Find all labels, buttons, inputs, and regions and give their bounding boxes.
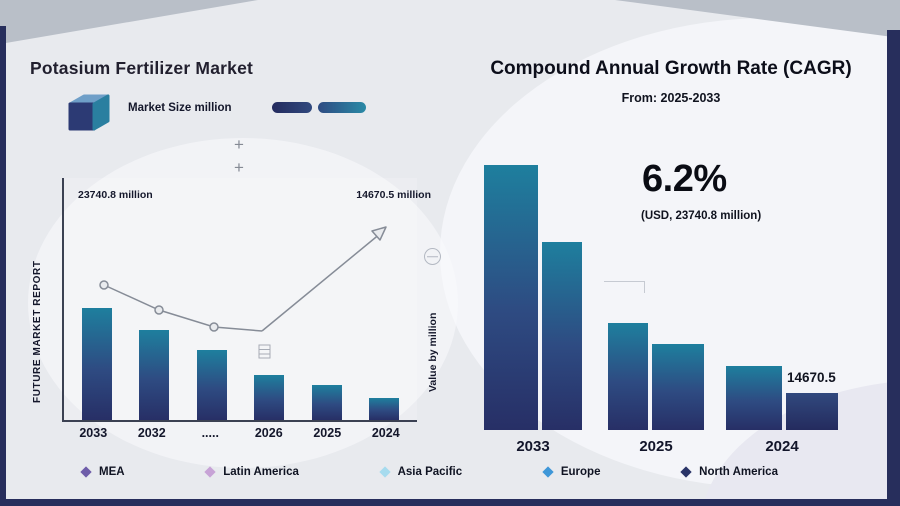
- legend-diamond-icon: [378, 466, 391, 478]
- value-annotation-start: 23740.8 million: [78, 189, 153, 201]
- legend-pill-navy: [272, 102, 312, 113]
- x-axis-label: 2024: [371, 426, 400, 440]
- bracket-decoration: [604, 281, 645, 293]
- region-legend: MEA Latin America Asia Pacific Europe North …: [80, 463, 778, 481]
- cagr-bar-group: 2033: [484, 165, 582, 455]
- legend-item: Asia Pacific: [378, 466, 463, 478]
- legend-diamond-icon: [204, 466, 216, 478]
- market-size-bar: [369, 398, 400, 420]
- market-size-bar: [81, 308, 112, 420]
- market-size-bar: [139, 330, 170, 420]
- value-annotation-end: 14670.5 million: [356, 189, 431, 201]
- x-axis-label: 2026: [254, 426, 283, 440]
- x-axis-label: 2024: [765, 438, 799, 455]
- x-axis-label: .....: [201, 426, 219, 440]
- market-size-bar: [196, 350, 227, 420]
- legend-item: North America: [680, 466, 778, 478]
- market-size-bar: [254, 375, 285, 420]
- legend-label: Asia Pacific: [397, 466, 463, 478]
- cagr-bar: [726, 366, 782, 430]
- x-axis-label: 2025: [313, 426, 342, 440]
- legend-pill-teal: [318, 102, 366, 113]
- corner-decoration-top-left: [0, 0, 258, 44]
- right-chart-subtitle: From: 2025-2033: [621, 91, 721, 105]
- mini-table-icon: [258, 344, 271, 359]
- market-size-chart: 23740.8 million 14670.5 million: [62, 178, 431, 422]
- legend-diamond-icon: [680, 466, 692, 478]
- plus-decoration: +: [234, 135, 244, 154]
- market-size-legend-label: Market Size million: [128, 102, 232, 114]
- cagr-bars: 2033 2025 2024: [470, 158, 870, 455]
- market-size-bar: [311, 385, 342, 420]
- cagr-bar: [786, 393, 838, 430]
- right-chart-title: Compound Annual Growth Rate (CAGR): [490, 58, 852, 79]
- market-size-x-labels: 2033 2032..... 2026 2025 2024: [64, 426, 415, 440]
- x-axis-label: 2033: [79, 426, 108, 440]
- cagr-bar-group: 2025: [608, 323, 704, 455]
- legend-item: Latin America: [204, 466, 299, 478]
- side-watermark-label: FUTURE MARKET REPORT: [32, 260, 43, 404]
- cagr-value: 6.2%: [642, 158, 727, 200]
- legend-item: MEA: [80, 466, 125, 478]
- cube-icon: [68, 94, 110, 131]
- plus-decoration: +: [234, 158, 244, 177]
- legend-label: MEA: [99, 466, 125, 478]
- market-size-bars: [68, 178, 413, 420]
- circle-minus-icon: [424, 248, 441, 265]
- cagr-bar: [542, 242, 582, 430]
- frame-edge-right: [887, 30, 900, 506]
- cagr-bar-group: 2024: [726, 366, 838, 455]
- frame-edge-bottom: [0, 499, 900, 506]
- x-axis-label: 2032: [137, 426, 166, 440]
- legend-diamond-icon: [542, 466, 554, 478]
- y-axis-label: Value by million: [427, 312, 439, 392]
- cagr-bar: [652, 344, 704, 430]
- legend-label: Latin America: [223, 466, 299, 478]
- legend-label: North America: [699, 466, 778, 478]
- legend-diamond-icon: [80, 466, 92, 478]
- x-axis-label: 2033: [516, 438, 550, 455]
- frame-edge-left: [0, 26, 6, 506]
- cagr-bar: [484, 165, 538, 430]
- legend-label: Europe: [560, 466, 601, 478]
- left-chart-title: Potasium Fertilizer Market: [30, 58, 254, 78]
- x-axis-label: 2025: [639, 438, 673, 455]
- cagr-bar-annotation: 14670.5: [787, 370, 836, 385]
- cagr-caption: (USD, 23740.8 million): [641, 210, 762, 222]
- legend-item: Europe: [542, 466, 601, 478]
- cagr-bar: [608, 323, 648, 430]
